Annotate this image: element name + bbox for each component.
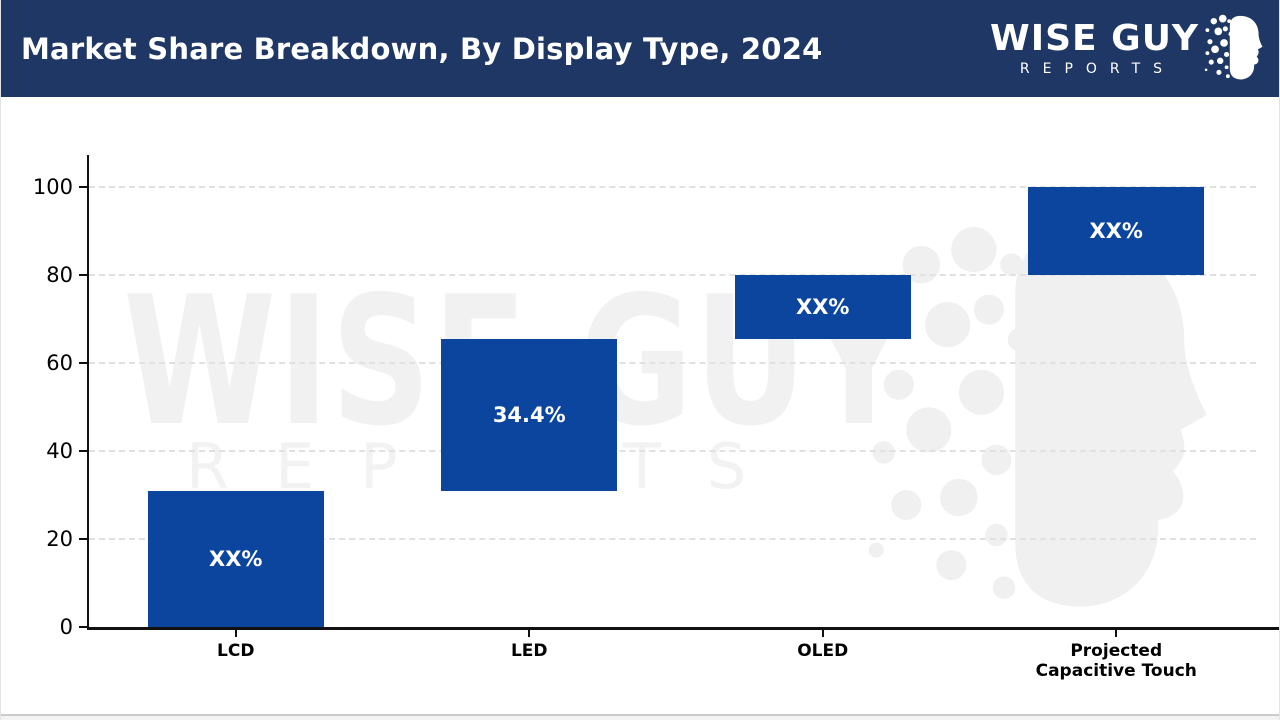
bar-segment: XX% <box>147 490 324 627</box>
logo-text: WISE GUY REPORTS <box>989 17 1199 78</box>
footer-rule <box>1 714 1279 720</box>
x-tick-mark <box>234 630 237 637</box>
bar-segment: XX% <box>734 275 911 340</box>
logo-reports-text: REPORTS <box>1019 60 1176 77</box>
x-tick-label: OLED <box>797 641 849 661</box>
y-tick-label: 20 <box>46 527 73 551</box>
x-tick-label: LCD <box>217 641 255 661</box>
x-tick-label: Projected Capacitive Touch <box>1035 641 1197 681</box>
y-tick-label: 80 <box>46 263 73 287</box>
bar-value-label: XX% <box>209 546 263 571</box>
wiseguy-logo: WISE GUY REPORTS <box>990 12 1265 86</box>
y-tick-label: 0 <box>59 615 73 639</box>
x-axis-line <box>87 627 1279 630</box>
bar-value-label: 34.4% <box>492 402 566 427</box>
x-tick-mark <box>528 630 531 637</box>
gridline <box>89 538 1256 540</box>
y-tick-label: 100 <box>32 175 73 199</box>
bar-segment: 34.4% <box>441 339 618 491</box>
plot-area: 0 20 40 60 80 100 XX% LCD 34.4% LED XX% OLED XX% Proj… <box>33 155 1279 681</box>
y-tick-mark <box>79 450 87 452</box>
bar-segment: XX% <box>1028 187 1205 275</box>
bar-value-label: XX% <box>796 295 850 320</box>
y-tick-label: 60 <box>46 351 73 375</box>
y-tick-mark <box>79 538 87 540</box>
chart-title: Market Share Breakdown, By Display Type,… <box>21 31 823 66</box>
x-tick-mark <box>1115 630 1118 637</box>
header-bar: Market Share Breakdown, By Display Type,… <box>1 0 1279 97</box>
logo-wiseguy-text: WISE GUY <box>989 17 1199 59</box>
gridline <box>89 450 1256 452</box>
y-tick-mark <box>79 186 87 188</box>
y-tick-mark <box>79 362 87 364</box>
y-tick-label: 40 <box>46 439 73 463</box>
y-tick-mark <box>79 274 87 276</box>
gridline <box>89 186 1256 188</box>
wiseguy-face-icon <box>1201 12 1265 86</box>
y-axis-line <box>87 155 89 630</box>
bar-value-label: XX% <box>1089 219 1143 243</box>
x-tick-label: LED <box>510 641 548 661</box>
gridline <box>89 274 1256 276</box>
gridline <box>89 362 1256 364</box>
y-tick-mark <box>79 626 87 628</box>
x-tick-mark <box>821 630 824 637</box>
